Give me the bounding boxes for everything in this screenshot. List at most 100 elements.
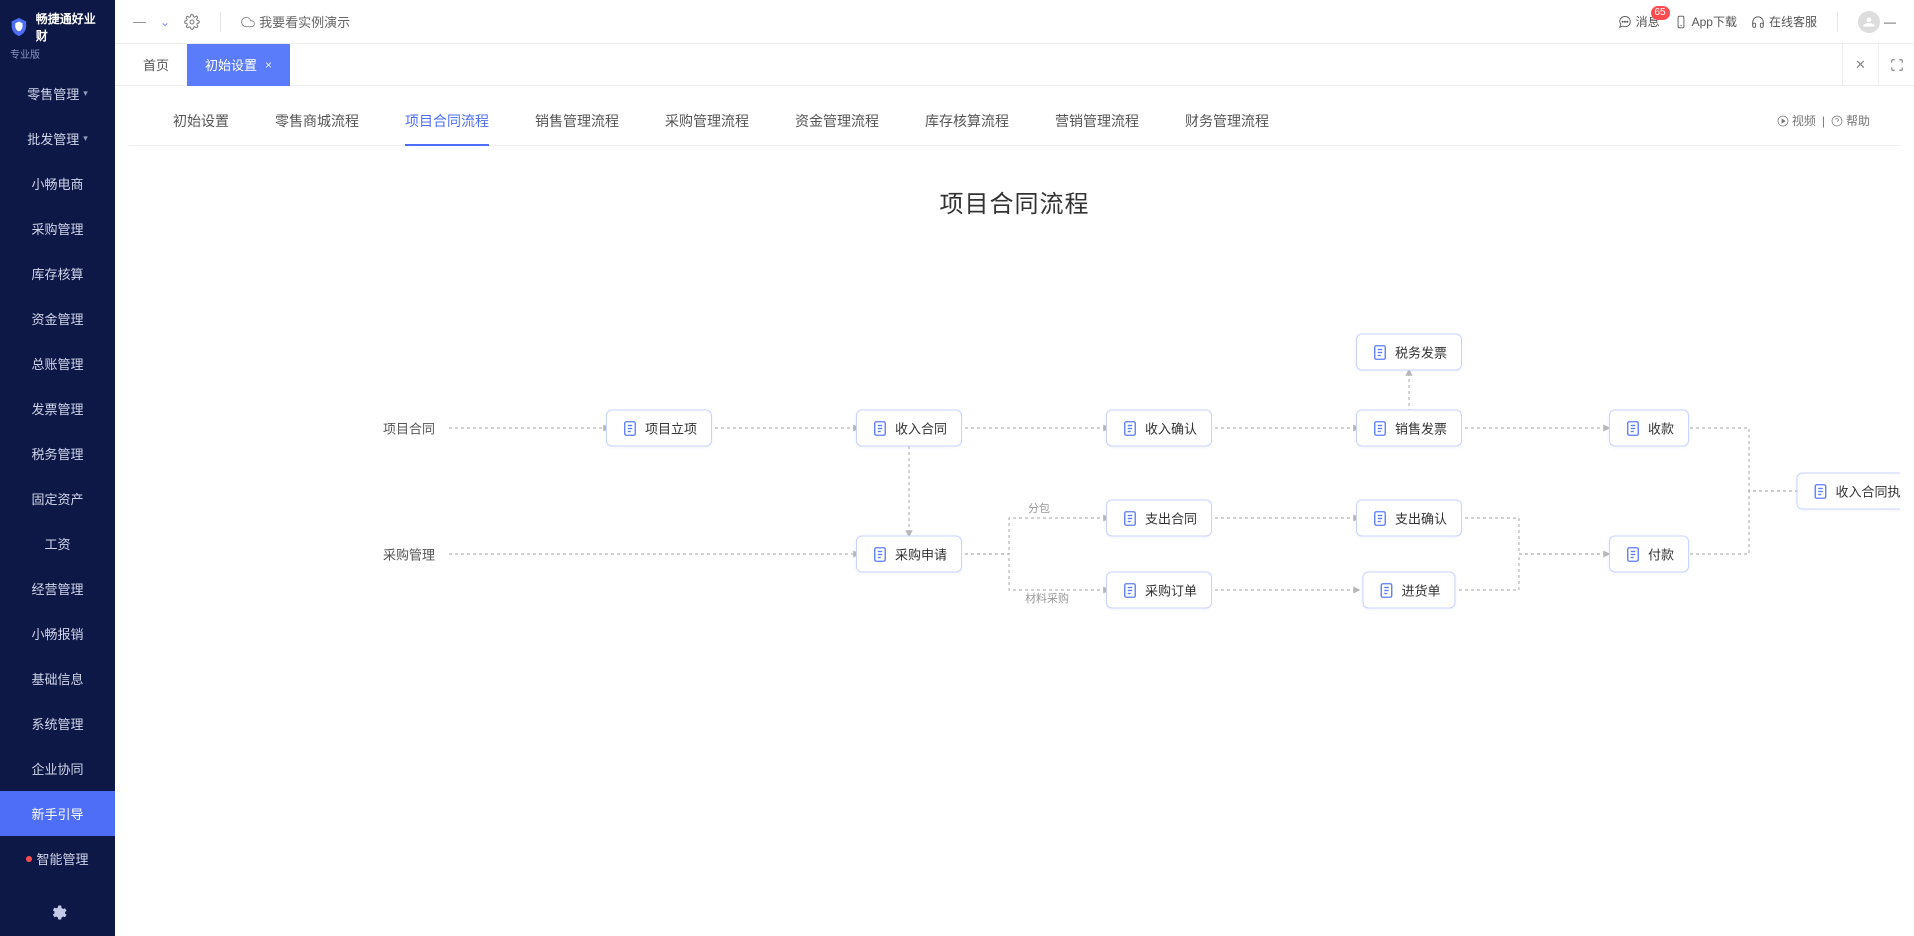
sidebar-item-label: 资金管理 bbox=[31, 309, 83, 328]
message-badge: 65 bbox=[1651, 6, 1670, 20]
subtab-4[interactable]: 采购管理流程 bbox=[651, 96, 763, 146]
org-settings-icon[interactable] bbox=[184, 14, 200, 30]
edge-label: 分包 bbox=[1028, 500, 1050, 516]
sidebar-item-15[interactable]: 企业协同 bbox=[0, 746, 115, 791]
fullscreen-button[interactable] bbox=[1878, 44, 1914, 86]
sidebar-item-12[interactable]: 小畅报销 bbox=[0, 611, 115, 656]
flow-node-n12[interactable]: 付款 bbox=[1609, 536, 1689, 573]
sidebar-item-label: 税务管理 bbox=[31, 444, 83, 463]
sidebar-item-16[interactable]: 新手引导 bbox=[0, 791, 115, 836]
edge-label: 材料采购 bbox=[1025, 590, 1069, 606]
close-icon[interactable]: × bbox=[265, 58, 272, 72]
sidebar-item-label: 发票管理 bbox=[31, 399, 83, 418]
document-icon bbox=[871, 545, 889, 563]
sidebar-settings[interactable] bbox=[0, 890, 115, 936]
flow-node-n10[interactable]: 采购订单 bbox=[1106, 572, 1212, 609]
sidebar-item-label: 系统管理 bbox=[31, 714, 83, 733]
help-link[interactable]: 帮助 bbox=[1831, 112, 1870, 129]
subtab-3[interactable]: 销售管理流程 bbox=[521, 96, 633, 146]
flow-node-n5[interactable]: 税务发票 bbox=[1356, 334, 1462, 371]
headset-icon bbox=[1751, 15, 1765, 29]
logo-title: 畅捷通好业财 bbox=[36, 10, 107, 44]
sidebar-item-10[interactable]: 工资 bbox=[0, 521, 115, 566]
flow-node-n7[interactable]: 采购申请 bbox=[856, 536, 962, 573]
sidebar-item-13[interactable]: 基础信息 bbox=[0, 656, 115, 701]
topbar: — ⌄ 我要看实例演示 消息 65 App下载 在线客服 bbox=[115, 0, 1914, 44]
flow-node-n8[interactable]: 支出合同 bbox=[1106, 500, 1212, 537]
sidebar-item-label: 小畅报销 bbox=[31, 624, 83, 643]
flow-node-label: 采购订单 bbox=[1145, 581, 1197, 600]
sidebar-item-label: 采购管理 bbox=[31, 219, 83, 238]
document-icon bbox=[1624, 419, 1642, 437]
close-all-tabs-button[interactable]: ✕ bbox=[1842, 44, 1878, 86]
sidebar-item-2[interactable]: 小畅电商 bbox=[0, 161, 115, 206]
subtab-1[interactable]: 零售商城流程 bbox=[261, 96, 373, 146]
sidebar-item-7[interactable]: 发票管理 bbox=[0, 386, 115, 431]
flow-node-n9[interactable]: 支出确认 bbox=[1356, 500, 1462, 537]
flow-node-label: 收入合同执行表 bbox=[1835, 482, 1900, 501]
mobile-icon bbox=[1674, 15, 1688, 29]
flow-label-lbl_purch: 采购管理 bbox=[383, 545, 435, 564]
document-icon bbox=[1811, 482, 1829, 500]
subtabs: 初始设置零售商城流程项目合同流程销售管理流程采购管理流程资金管理流程库存核算流程… bbox=[129, 96, 1900, 146]
document-icon bbox=[1121, 509, 1139, 527]
sidebar-item-8[interactable]: 税务管理 bbox=[0, 431, 115, 476]
page-tab-0[interactable]: 首页 bbox=[125, 44, 187, 86]
flow-node-n4[interactable]: 销售发票 bbox=[1356, 410, 1462, 447]
gear-icon bbox=[49, 904, 67, 922]
logo-icon bbox=[8, 16, 30, 38]
flow-node-n11[interactable]: 进货单 bbox=[1362, 572, 1455, 609]
message-button[interactable]: 消息 65 bbox=[1618, 13, 1660, 30]
video-link[interactable]: 视频 bbox=[1777, 112, 1816, 129]
sidebar-item-label: 工资 bbox=[44, 534, 70, 553]
sidebar-item-18[interactable]: 应用中心 bbox=[0, 881, 115, 890]
flow-node-label: 收款 bbox=[1648, 419, 1674, 438]
flow-node-n1[interactable]: 项目立项 bbox=[606, 410, 712, 447]
logo: 畅捷通好业财 bbox=[0, 0, 115, 46]
sidebar-item-6[interactable]: 总账管理 bbox=[0, 341, 115, 386]
sidebar-item-label: 新手引导 bbox=[31, 804, 83, 823]
flow-node-label: 付款 bbox=[1648, 545, 1674, 564]
subtab-5[interactable]: 资金管理流程 bbox=[781, 96, 893, 146]
document-icon bbox=[1371, 343, 1389, 361]
flowchart-canvas: 项目合同流程 项目合同采购管理项目立项收入合同收入确认销售发票税务发票收款采购申… bbox=[129, 156, 1900, 926]
app-download[interactable]: App下载 bbox=[1674, 13, 1737, 30]
subtab-6[interactable]: 库存核算流程 bbox=[911, 96, 1023, 146]
document-icon bbox=[1371, 419, 1389, 437]
document-icon bbox=[871, 419, 889, 437]
subtab-2[interactable]: 项目合同流程 bbox=[391, 96, 503, 146]
sidebar-item-5[interactable]: 资金管理 bbox=[0, 296, 115, 341]
subtab-8[interactable]: 财务管理流程 bbox=[1171, 96, 1283, 146]
sidebar-item-label: 经营管理 bbox=[31, 579, 83, 598]
sidebar-item-3[interactable]: 采购管理 bbox=[0, 206, 115, 251]
sidebar-item-label: 小畅电商 bbox=[31, 174, 83, 193]
red-dot-icon bbox=[26, 856, 32, 862]
sidebar-item-1[interactable]: 批发管理 bbox=[0, 116, 115, 161]
flow-node-n13[interactable]: 收入合同执行表 bbox=[1796, 473, 1900, 510]
flow-node-n6[interactable]: 收款 bbox=[1609, 410, 1689, 447]
page-tab-1[interactable]: 初始设置× bbox=[187, 44, 290, 86]
document-icon bbox=[1377, 581, 1395, 599]
page-tabs: 首页初始设置× ✕ bbox=[115, 44, 1914, 86]
flow-node-label: 收入确认 bbox=[1145, 419, 1197, 438]
demo-link[interactable]: 我要看实例演示 bbox=[241, 12, 350, 31]
sidebar-item-11[interactable]: 经营管理 bbox=[0, 566, 115, 611]
sidebar-item-9[interactable]: 固定资产 bbox=[0, 476, 115, 521]
sidebar-item-14[interactable]: 系统管理 bbox=[0, 701, 115, 746]
sidebar-item-label: 固定资产 bbox=[31, 489, 83, 508]
play-icon bbox=[1777, 115, 1789, 127]
flow-node-label: 支出合同 bbox=[1145, 509, 1197, 528]
sidebar-item-17[interactable]: 智能管理 bbox=[0, 836, 115, 881]
sidebar-item-0[interactable]: 零售管理 bbox=[0, 71, 115, 116]
flow-node-n2[interactable]: 收入合同 bbox=[856, 410, 962, 447]
sidebar-item-label: 基础信息 bbox=[31, 669, 83, 688]
org-select[interactable]: ⌄ bbox=[160, 15, 170, 29]
customer-service[interactable]: 在线客服 bbox=[1751, 13, 1817, 30]
flow-node-n3[interactable]: 收入确认 bbox=[1106, 410, 1212, 447]
subtab-0[interactable]: 初始设置 bbox=[159, 96, 243, 146]
sidebar-item-4[interactable]: 库存核算 bbox=[0, 251, 115, 296]
document-icon bbox=[1624, 545, 1642, 563]
user-menu[interactable]: — bbox=[1858, 11, 1896, 33]
document-icon bbox=[1121, 581, 1139, 599]
subtab-7[interactable]: 营销管理流程 bbox=[1041, 96, 1153, 146]
